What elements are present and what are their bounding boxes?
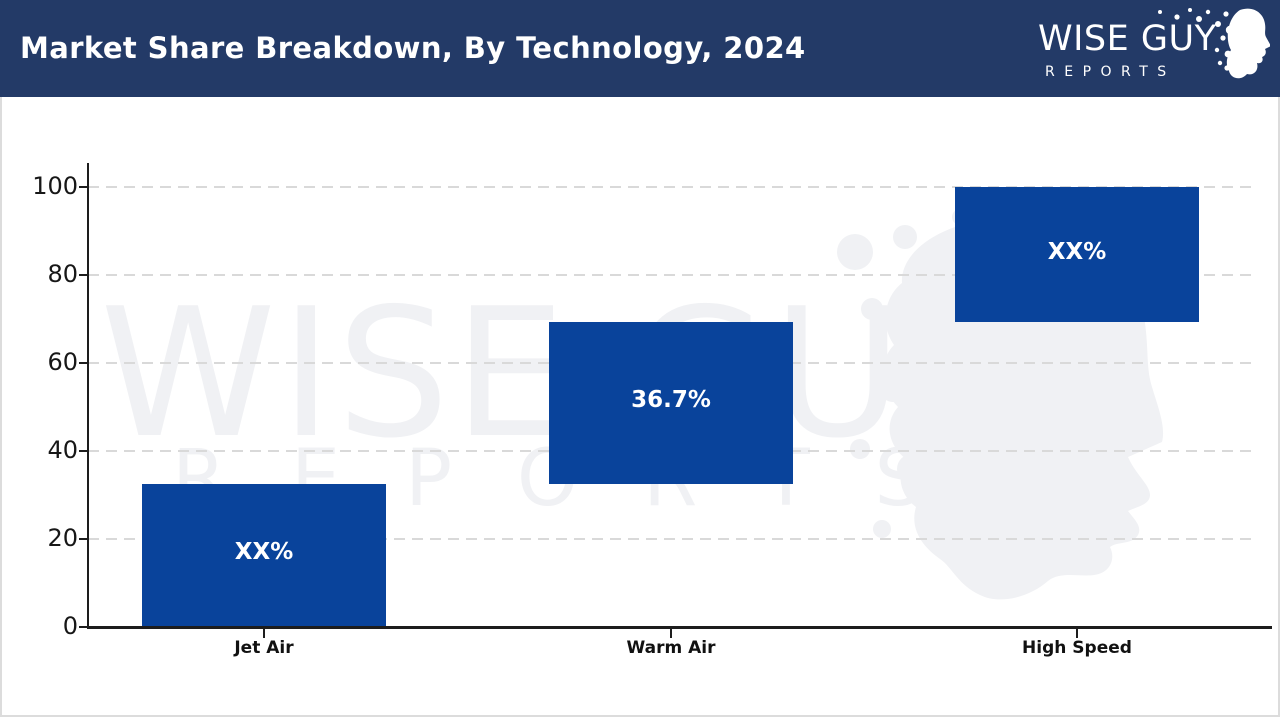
y-tick-label-60: 60	[47, 348, 78, 377]
chart-title: Market Share Breakdown, By Technology, 2…	[20, 31, 806, 65]
x-tick-high-speed	[1076, 629, 1078, 638]
y-tick-label-40: 40	[47, 436, 78, 465]
header: Market Share Breakdown, By Technology, 2…	[0, 0, 1280, 97]
bar-value-label: 36.7%	[631, 386, 711, 413]
y-tick-20	[79, 538, 88, 541]
x-tick-jet-air	[263, 629, 265, 638]
x-category-label: Jet Air	[234, 638, 294, 658]
body-frame	[0, 97, 1280, 717]
bar-jet-air	[142, 483, 386, 627]
y-tick-100	[79, 186, 88, 189]
gridline-100	[88, 186, 1258, 189]
bar-high-speed	[955, 187, 1199, 323]
y-tick-0	[79, 626, 88, 628]
x-category-label: High Speed	[1022, 638, 1132, 658]
y-tick-40	[79, 450, 88, 453]
y-tick-label-0: 0	[62, 612, 78, 640]
gridline-20	[88, 538, 1258, 541]
bar-warm-air	[549, 322, 793, 484]
wise-guy-reports-logo: WISE GUY REPORTS	[1038, 8, 1270, 80]
bar-value-label: XX%	[234, 539, 294, 566]
x-tick-warm-air	[670, 629, 672, 638]
y-axis-line	[87, 163, 89, 629]
bar-value-label: XX%	[1047, 238, 1107, 265]
x-axis-line	[87, 626, 1272, 629]
x-category-label: Warm Air	[626, 638, 716, 658]
y-tick-label-80: 80	[47, 260, 78, 289]
y-tick-label-20: 20	[47, 524, 78, 553]
head-profile-icon	[1214, 8, 1270, 79]
y-tick-label-100: 100	[32, 172, 78, 201]
logo-wordmark: WISE GUY	[1038, 19, 1217, 59]
gridline-80	[88, 274, 1258, 277]
y-tick-80	[79, 274, 88, 277]
logo-subtitle: REPORTS	[1045, 64, 1176, 80]
y-tick-60	[79, 362, 88, 365]
logo-dots	[1158, 8, 1211, 22]
